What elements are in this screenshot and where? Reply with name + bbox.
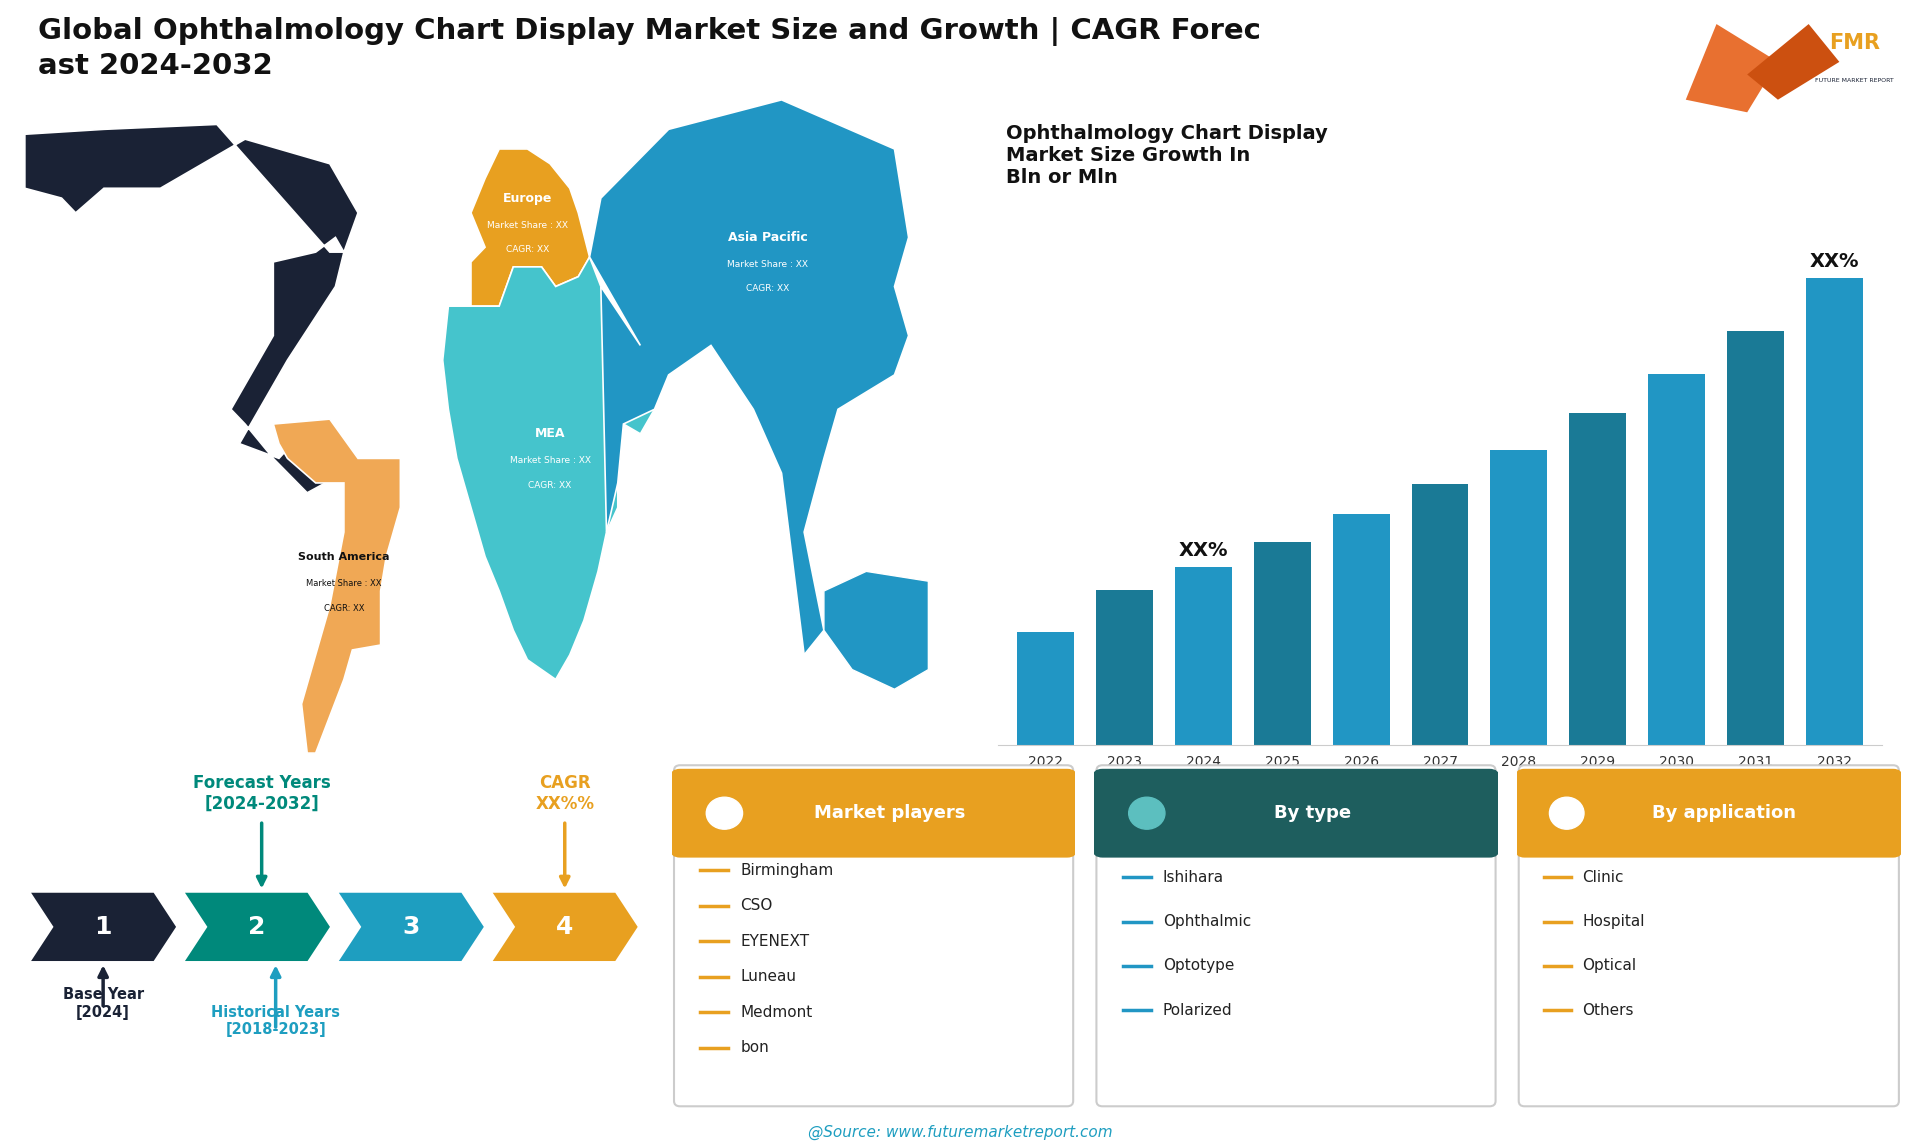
Polygon shape <box>1747 24 1839 100</box>
Bar <box>1018 633 1073 745</box>
Text: EYENEXT: EYENEXT <box>741 934 810 949</box>
Polygon shape <box>824 572 929 689</box>
Polygon shape <box>25 125 357 493</box>
Polygon shape <box>336 892 486 963</box>
Polygon shape <box>1686 24 1778 112</box>
Text: 4: 4 <box>557 915 574 939</box>
Text: Market Share : XX: Market Share : XX <box>148 250 228 259</box>
Text: 1: 1 <box>94 915 111 939</box>
Text: Market Share : XX: Market Share : XX <box>509 456 591 465</box>
Text: Base Year
[2024]: Base Year [2024] <box>63 987 144 1020</box>
Text: 3: 3 <box>401 915 420 939</box>
Text: CAGR: XX: CAGR: XX <box>167 275 209 283</box>
Text: Market Share : XX: Market Share : XX <box>488 220 568 229</box>
Text: Ophthalmology Chart Display
Market Size Growth In
Bln or Mln: Ophthalmology Chart Display Market Size … <box>1006 124 1329 187</box>
Text: Birmingham: Birmingham <box>741 863 833 878</box>
Bar <box>1332 515 1390 745</box>
Polygon shape <box>444 257 655 680</box>
Text: Optical: Optical <box>1582 958 1636 973</box>
Text: By type: By type <box>1273 804 1350 822</box>
Text: Market Share : XX: Market Share : XX <box>305 579 382 588</box>
Text: Hospital: Hospital <box>1582 915 1645 929</box>
Text: 2: 2 <box>248 915 265 939</box>
Bar <box>1807 278 1862 745</box>
Text: @Source: www.futuremarketreport.com: @Source: www.futuremarketreport.com <box>808 1125 1112 1140</box>
Bar <box>1175 567 1233 745</box>
Bar <box>1254 542 1311 745</box>
Bar <box>1728 331 1784 745</box>
Text: Asia Pacific: Asia Pacific <box>728 230 806 244</box>
Circle shape <box>707 798 743 830</box>
Text: Market players: Market players <box>814 804 966 822</box>
Bar <box>1096 590 1152 745</box>
Text: Polarized: Polarized <box>1164 1003 1233 1018</box>
Text: MEA: MEA <box>536 427 564 440</box>
Text: CAGR: XX: CAGR: XX <box>505 245 549 254</box>
Polygon shape <box>29 892 179 963</box>
Text: Luneau: Luneau <box>741 970 797 984</box>
Text: Europe: Europe <box>503 191 553 205</box>
Text: bon: bon <box>741 1041 770 1055</box>
Text: XX%: XX% <box>1809 252 1859 272</box>
Text: Others: Others <box>1582 1003 1634 1018</box>
FancyBboxPatch shape <box>670 769 1077 857</box>
Text: Ishihara: Ishihara <box>1164 870 1225 885</box>
FancyBboxPatch shape <box>1092 769 1500 857</box>
Text: FUTURE MARKET REPORT: FUTURE MARKET REPORT <box>1814 78 1895 84</box>
Polygon shape <box>470 149 589 306</box>
Polygon shape <box>273 419 401 753</box>
Text: Medmont: Medmont <box>741 1005 812 1020</box>
Text: CAGR: XX: CAGR: XX <box>324 604 365 613</box>
Text: South America: South America <box>298 551 390 562</box>
Text: Market Share : XX: Market Share : XX <box>728 260 808 269</box>
Bar <box>1647 374 1705 745</box>
Bar <box>1411 484 1469 745</box>
Text: CSO: CSO <box>741 898 774 913</box>
Bar <box>1569 413 1626 745</box>
Text: North America: North America <box>140 221 236 234</box>
Text: ast 2024-2032: ast 2024-2032 <box>38 52 273 79</box>
Text: Global Ophthalmology Chart Display Market Size and Growth | CAGR Forec: Global Ophthalmology Chart Display Marke… <box>38 17 1261 46</box>
Polygon shape <box>182 892 332 963</box>
Text: XX%: XX% <box>1179 541 1229 560</box>
Bar <box>1490 450 1548 745</box>
Polygon shape <box>490 892 639 963</box>
Text: Optotype: Optotype <box>1164 958 1235 973</box>
Text: CAGR
XX%%: CAGR XX%% <box>536 775 595 813</box>
Text: CAGR: XX: CAGR: XX <box>528 481 572 489</box>
Text: Clinic: Clinic <box>1582 870 1624 885</box>
Text: CAGR: XX: CAGR: XX <box>745 284 789 293</box>
Text: FMR: FMR <box>1830 33 1880 53</box>
FancyBboxPatch shape <box>1515 769 1903 857</box>
Circle shape <box>1549 798 1584 830</box>
Text: By application: By application <box>1651 804 1797 822</box>
Text: Historical Years
[2018-2023]: Historical Years [2018-2023] <box>211 1005 340 1037</box>
Polygon shape <box>589 100 908 654</box>
Text: Ophthalmic: Ophthalmic <box>1164 915 1252 929</box>
Text: Forecast Years
[2024-2032]: Forecast Years [2024-2032] <box>192 775 330 813</box>
Circle shape <box>1129 798 1165 830</box>
